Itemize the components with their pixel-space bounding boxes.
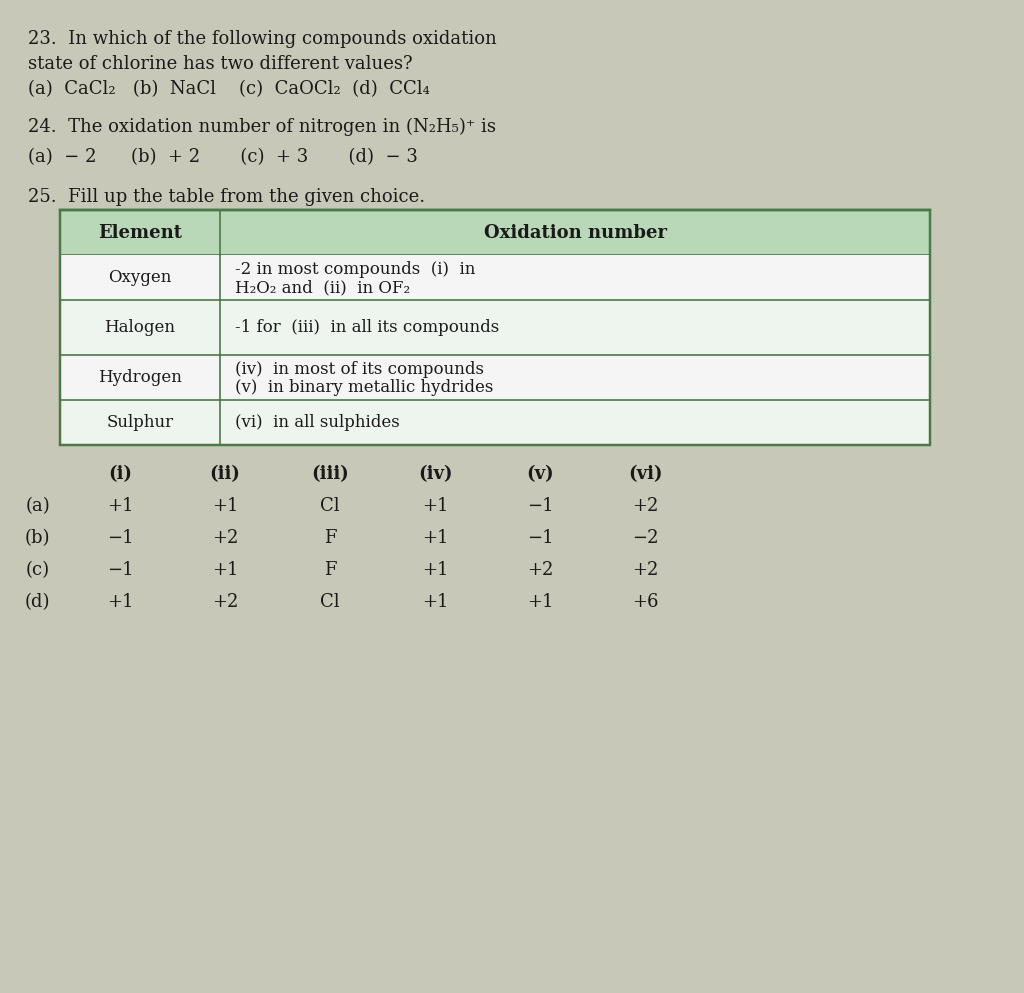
Text: Hydrogen: Hydrogen [98,369,182,386]
Text: (v)  in binary metallic hydrides: (v) in binary metallic hydrides [234,379,494,396]
Text: +1: +1 [106,593,133,611]
Text: (c): (c) [26,561,50,579]
Text: −1: −1 [526,497,553,515]
Text: (d): (d) [25,593,50,611]
Text: +1: +1 [526,593,553,611]
Text: +2: +2 [632,497,658,515]
Text: +6: +6 [632,593,658,611]
Text: Element: Element [98,223,182,241]
Text: +1: +1 [212,497,239,515]
Text: +2: +2 [526,561,553,579]
Text: −2: −2 [632,529,658,547]
Text: Oxygen: Oxygen [109,269,172,286]
Text: −1: −1 [526,529,553,547]
Text: (a)  − 2      (b)  + 2       (c)  + 3       (d)  − 3: (a) − 2 (b) + 2 (c) + 3 (d) − 3 [28,148,418,166]
Text: Oxidation number: Oxidation number [483,223,667,241]
Bar [60,210,930,445]
Text: (ii): (ii) [210,465,241,483]
Text: -2 in most compounds  (i)  in: -2 in most compounds (i) in [234,261,475,278]
Text: (b): (b) [25,529,50,547]
Text: (iv): (iv) [418,465,453,483]
Text: (vi)  in all sulphides: (vi) in all sulphides [234,414,399,431]
Text: Sulphur: Sulphur [106,414,173,431]
Text: (i): (i) [108,465,132,483]
Text: F: F [324,529,336,547]
Text: Cl: Cl [321,593,340,611]
Text: 23.  In which of the following compounds oxidation: 23. In which of the following compounds … [28,30,497,48]
Text: +2: +2 [212,529,239,547]
Text: -1 for  (iii)  in all its compounds: -1 for (iii) in all its compounds [234,319,500,336]
Text: +1: +1 [106,497,133,515]
Text: 24.  The oxidation number of nitrogen in (N₂H₅)⁺ is: 24. The oxidation number of nitrogen in … [28,118,496,136]
Bar [60,210,930,255]
Text: +1: +1 [422,529,449,547]
Text: Cl: Cl [321,497,340,515]
Text: (a)  CaCl₂   (b)  NaCl    (c)  CaOCl₂  (d)  CCl₄: (a) CaCl₂ (b) NaCl (c) CaOCl₂ (d) CCl₄ [28,80,430,98]
Text: +1: +1 [212,561,239,579]
Text: H₂O₂ and  (ii)  in OF₂: H₂O₂ and (ii) in OF₂ [234,279,411,296]
Text: −1: −1 [106,529,133,547]
Text: (vi): (vi) [628,465,663,483]
Text: Halogen: Halogen [104,319,175,336]
Bar [60,255,930,300]
Text: 25.  Fill up the table from the given choice.: 25. Fill up the table from the given cho… [28,188,425,206]
Bar [60,300,930,355]
Text: +2: +2 [632,561,658,579]
Text: +2: +2 [212,593,239,611]
Text: state of chlorine has two different values?: state of chlorine has two different valu… [28,55,413,73]
Text: F: F [324,561,336,579]
Text: +1: +1 [422,497,449,515]
Text: −1: −1 [106,561,133,579]
Bar [60,400,930,445]
Text: +1: +1 [422,561,449,579]
Text: +1: +1 [422,593,449,611]
Text: (iii): (iii) [311,465,349,483]
Text: (iv)  in most of its compounds: (iv) in most of its compounds [234,360,484,378]
Text: (v): (v) [526,465,554,483]
Text: (a): (a) [26,497,50,515]
Bar [60,355,930,400]
